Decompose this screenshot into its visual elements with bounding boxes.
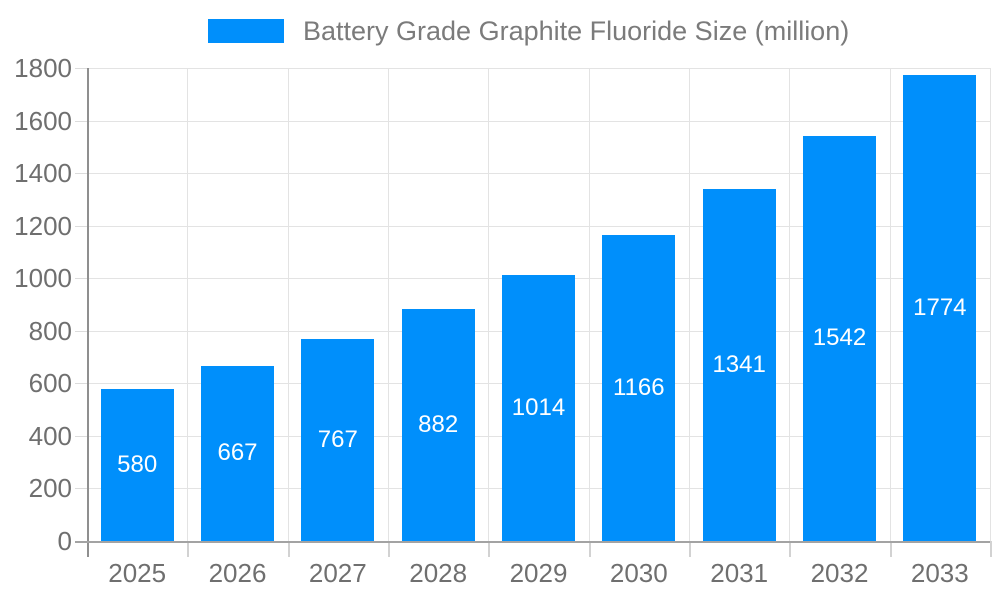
y-axis-tick bbox=[75, 225, 87, 227]
y-tick-label: 1800 bbox=[14, 53, 72, 83]
h-gridline bbox=[87, 68, 990, 69]
x-tick-label: 2029 bbox=[509, 558, 568, 588]
x-axis-tick bbox=[689, 541, 691, 557]
y-axis-tick bbox=[75, 383, 87, 385]
x-axis-tick bbox=[789, 541, 792, 557]
x-axis-tick bbox=[990, 541, 992, 557]
legend-swatch-icon bbox=[208, 19, 284, 43]
x-axis-line bbox=[75, 541, 990, 543]
x-tick-label: 2026 bbox=[208, 558, 267, 588]
h-gridline bbox=[87, 120, 990, 122]
v-gridline bbox=[789, 68, 791, 541]
bar-value-label: 667 bbox=[217, 439, 258, 467]
bar-2025[interactable]: 580 bbox=[100, 388, 174, 541]
x-axis-tick bbox=[889, 541, 892, 557]
bar-value-label: 1774 bbox=[913, 293, 967, 321]
v-gridline bbox=[388, 68, 389, 541]
h-gridline bbox=[87, 173, 990, 175]
legend-item[interactable]: Battery Grade Graphite Fluoride Size (mi… bbox=[208, 15, 849, 47]
v-gridline bbox=[488, 68, 490, 541]
v-gridline bbox=[287, 68, 289, 541]
bar-2030[interactable]: 1166 bbox=[602, 234, 676, 541]
y-axis-tick bbox=[75, 488, 87, 490]
bar-2033[interactable]: 1774 bbox=[903, 74, 977, 541]
h-gridline bbox=[87, 225, 990, 227]
y-axis-tick bbox=[75, 435, 87, 437]
x-tick-label: 2033 bbox=[910, 558, 969, 588]
y-tick-label: 1000 bbox=[14, 263, 72, 294]
x-tick-label: 2030 bbox=[609, 558, 668, 588]
bar-value-label: 882 bbox=[418, 411, 459, 439]
v-gridline bbox=[187, 68, 189, 541]
x-tick-label: 2025 bbox=[108, 558, 167, 588]
x-axis-tick bbox=[588, 541, 591, 557]
bar-value-label: 1014 bbox=[511, 393, 566, 421]
y-tick-label: 0 bbox=[57, 526, 72, 556]
bar-2031[interactable]: 1341 bbox=[702, 188, 776, 541]
x-axis-tick bbox=[388, 541, 390, 557]
x-axis-tick bbox=[187, 541, 190, 557]
y-tick-label: 1200 bbox=[14, 210, 72, 241]
y-tick-label: 1600 bbox=[14, 105, 72, 136]
bar-2028[interactable]: 882 bbox=[401, 309, 475, 541]
v-gridline bbox=[889, 68, 891, 541]
bar-value-label: 1542 bbox=[812, 324, 867, 352]
bar-value-label: 1341 bbox=[712, 350, 766, 378]
bar-value-label: 767 bbox=[317, 426, 358, 454]
x-tick-label: 2032 bbox=[810, 558, 869, 588]
x-tick-label: 2028 bbox=[409, 558, 468, 588]
y-axis-tick bbox=[75, 173, 87, 175]
y-axis-tick bbox=[75, 278, 87, 280]
legend-label: Battery Grade Graphite Fluoride Size (mi… bbox=[303, 16, 850, 46]
x-tick-label: 2027 bbox=[308, 558, 367, 588]
v-gridline bbox=[990, 68, 991, 541]
y-axis-tick bbox=[75, 68, 87, 69]
y-axis-tick bbox=[75, 330, 87, 332]
y-tick-label: 600 bbox=[28, 368, 72, 399]
x-tick-label: 2031 bbox=[710, 558, 769, 588]
y-tick-label: 1400 bbox=[14, 158, 72, 189]
y-axis-line bbox=[87, 68, 89, 557]
x-axis-tick bbox=[287, 541, 290, 557]
y-axis-tick bbox=[75, 120, 87, 122]
bar-2027[interactable]: 767 bbox=[301, 339, 375, 541]
v-gridline bbox=[689, 68, 690, 541]
v-gridline bbox=[588, 68, 590, 541]
bar-value-label: 580 bbox=[117, 450, 158, 478]
bar-2026[interactable]: 667 bbox=[201, 365, 274, 541]
x-axis-tick bbox=[488, 541, 491, 557]
y-tick-label: 400 bbox=[28, 420, 72, 451]
y-tick-label: 200 bbox=[28, 473, 72, 504]
bar-2029[interactable]: 1014 bbox=[502, 274, 575, 541]
bar-2032[interactable]: 1542 bbox=[803, 135, 876, 541]
y-tick-label: 800 bbox=[28, 315, 72, 346]
bar-value-label: 1166 bbox=[613, 373, 665, 401]
